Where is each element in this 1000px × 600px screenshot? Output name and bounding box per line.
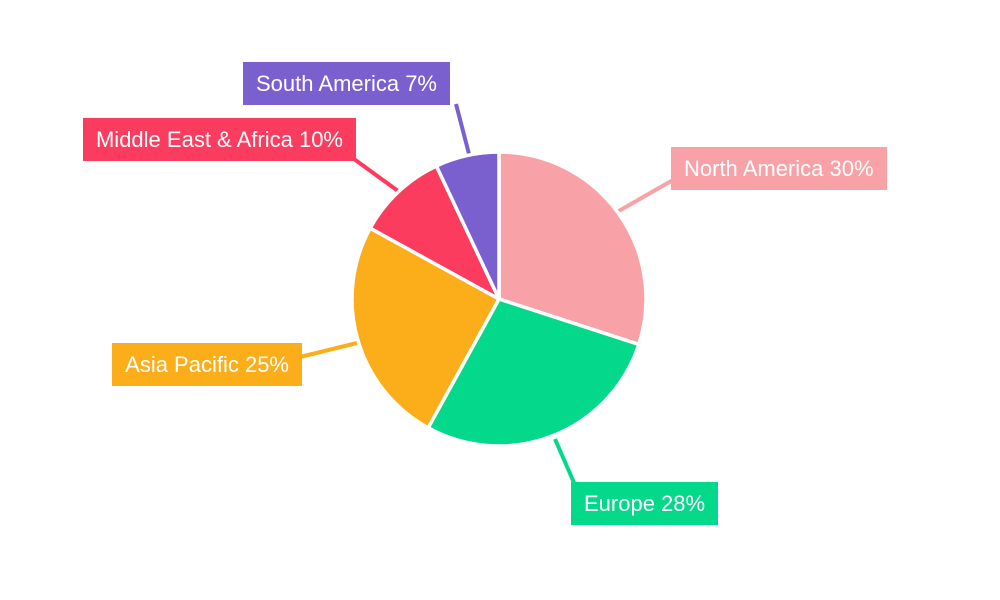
pie-slice-south-america[interactable] [434, 150, 501, 301]
slice-label-europe: Europe 28% [571, 482, 719, 525]
slice-label-asia-pacific: Asia Pacific 25% [112, 343, 302, 386]
slice-label-south-america: South America 7% [243, 62, 450, 105]
leader-line-south-america [454, 103, 471, 155]
slice-label-north-america: North America 30% [671, 147, 887, 190]
leader-line-north-america [616, 178, 674, 214]
pie-slice-middle-east-africa[interactable] [368, 164, 501, 301]
leader-line-asia-pacific [299, 341, 358, 359]
pie-slice-asia-pacific[interactable] [350, 226, 501, 430]
leader-line-europe [553, 438, 577, 486]
leader-line-middle-east-africa [352, 157, 400, 193]
slice-label-middle-east-africa: Middle East & Africa 10% [82, 118, 356, 161]
pie-slice-north-america[interactable] [497, 150, 648, 347]
pie-slice-europe[interactable] [426, 297, 641, 448]
